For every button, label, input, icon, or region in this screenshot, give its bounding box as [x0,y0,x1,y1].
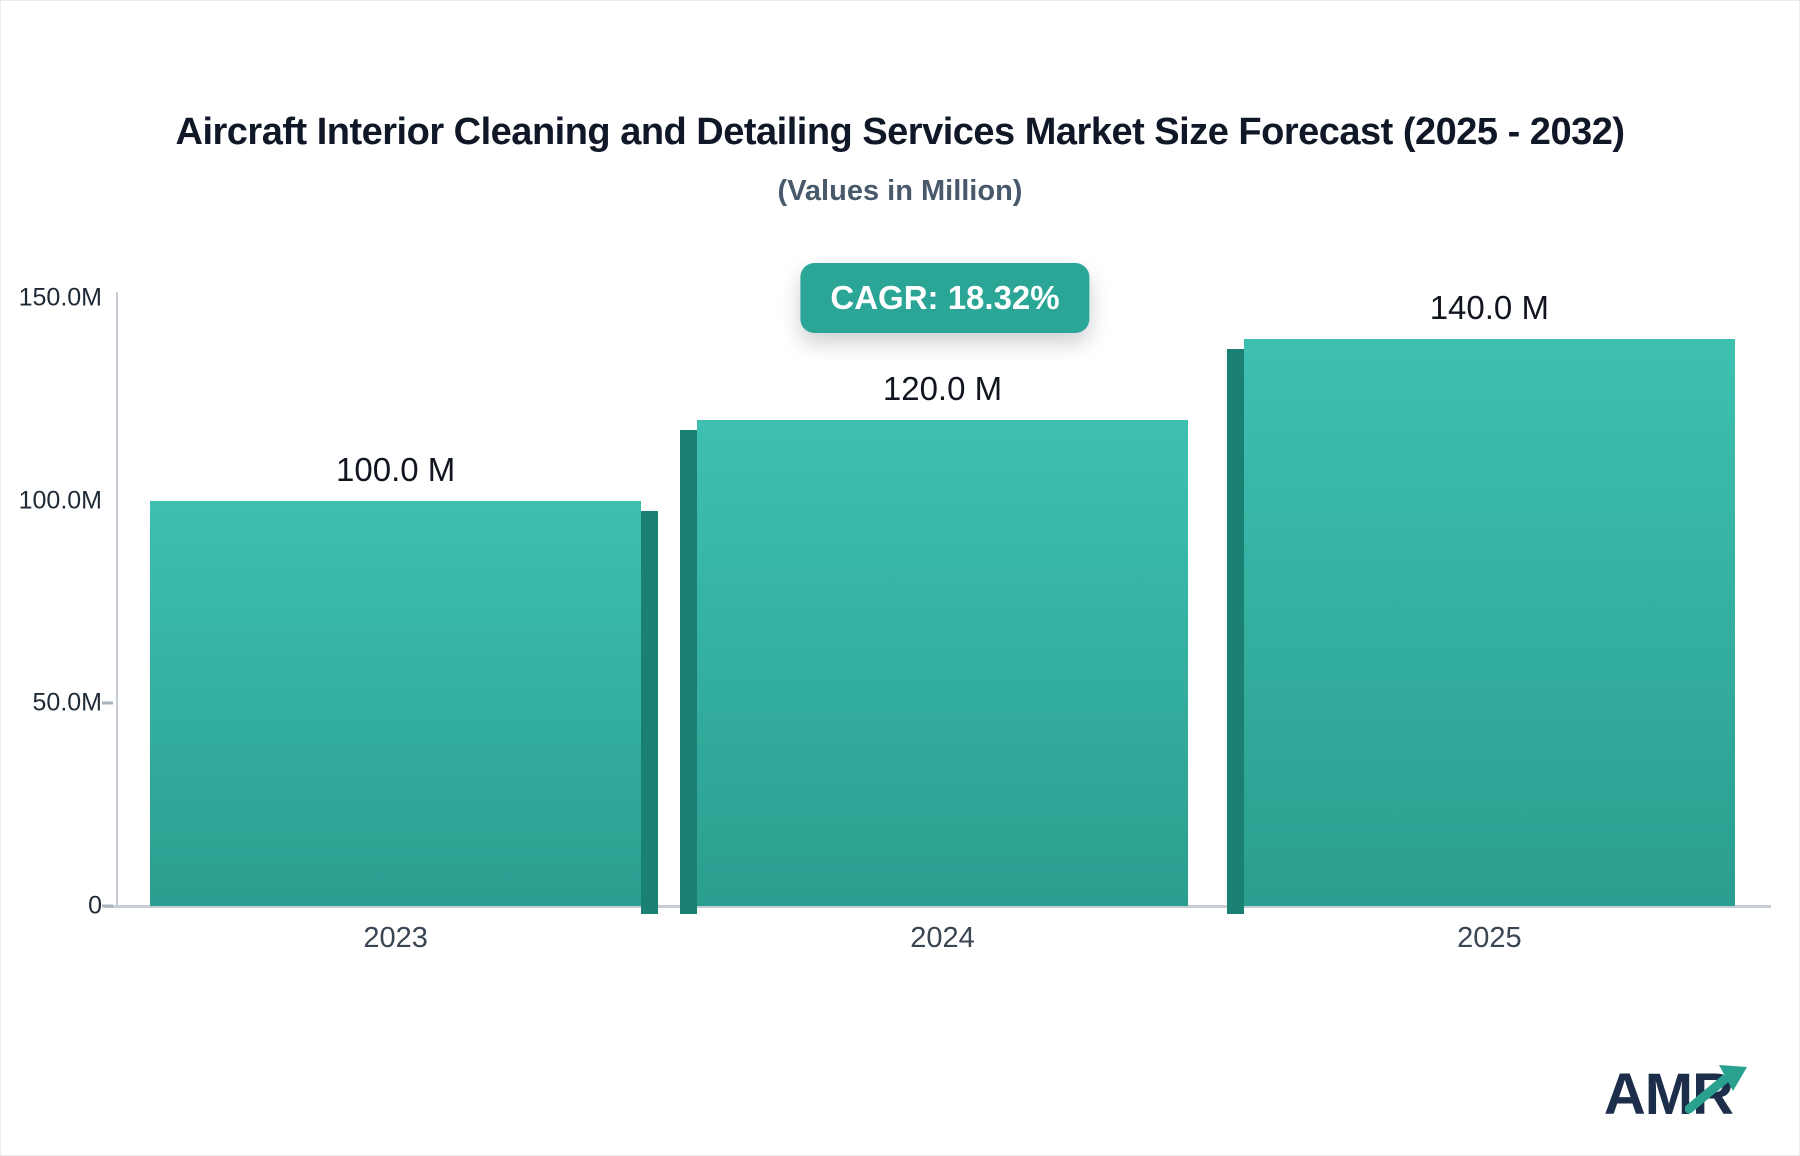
bars: 100.0 M 2023 120.0 M 2024 140.0 M 2025 [118,289,1771,954]
bar-value-label: 120.0 M [882,369,1003,407]
cagr-badge: CAGR: 18.32% [800,263,1090,333]
chart-title: Aircraft Interior Cleaning and Detailing… [175,111,1626,153]
y-axis-label: 100.0M [18,486,102,515]
bar-2023[interactable]: 100.0 M [150,451,659,915]
amr-logo: AMR [1604,1061,1747,1127]
x-axis-label: 2025 [1457,922,1522,954]
bar-2024[interactable]: 120.0 M [679,370,1189,915]
bar-2025[interactable]: 140.0 M [1226,289,1735,915]
x-axis-label: 2024 [910,922,975,954]
bar-group: 100.0 M 2023 [150,451,659,954]
y-axis-line [116,292,118,906]
bar-value-label: 100.0 M [336,450,456,488]
bar-group: 140.0 M 2025 [1226,289,1735,954]
y-axis-label: 50.0M [32,688,102,717]
y-axis-label: 150.0M [18,283,102,312]
plot-area: 100.0 M 2023 120.0 M 2024 140.0 M 2025 0 50.0M… [19,284,1771,954]
y-axis-tick [102,701,113,705]
y-axis-label: 0 [88,891,102,920]
bar-value-label: 140.0 M [1429,288,1549,326]
x-axis-label: 2023 [363,922,428,954]
y-axis-tick [102,904,113,908]
bar-group: 120.0 M 2024 [679,370,1189,954]
growth-arrow-icon [1685,1065,1747,1114]
chart-subtitle: (Values in Million) [777,175,1023,207]
x-axis-line [104,905,1771,908]
